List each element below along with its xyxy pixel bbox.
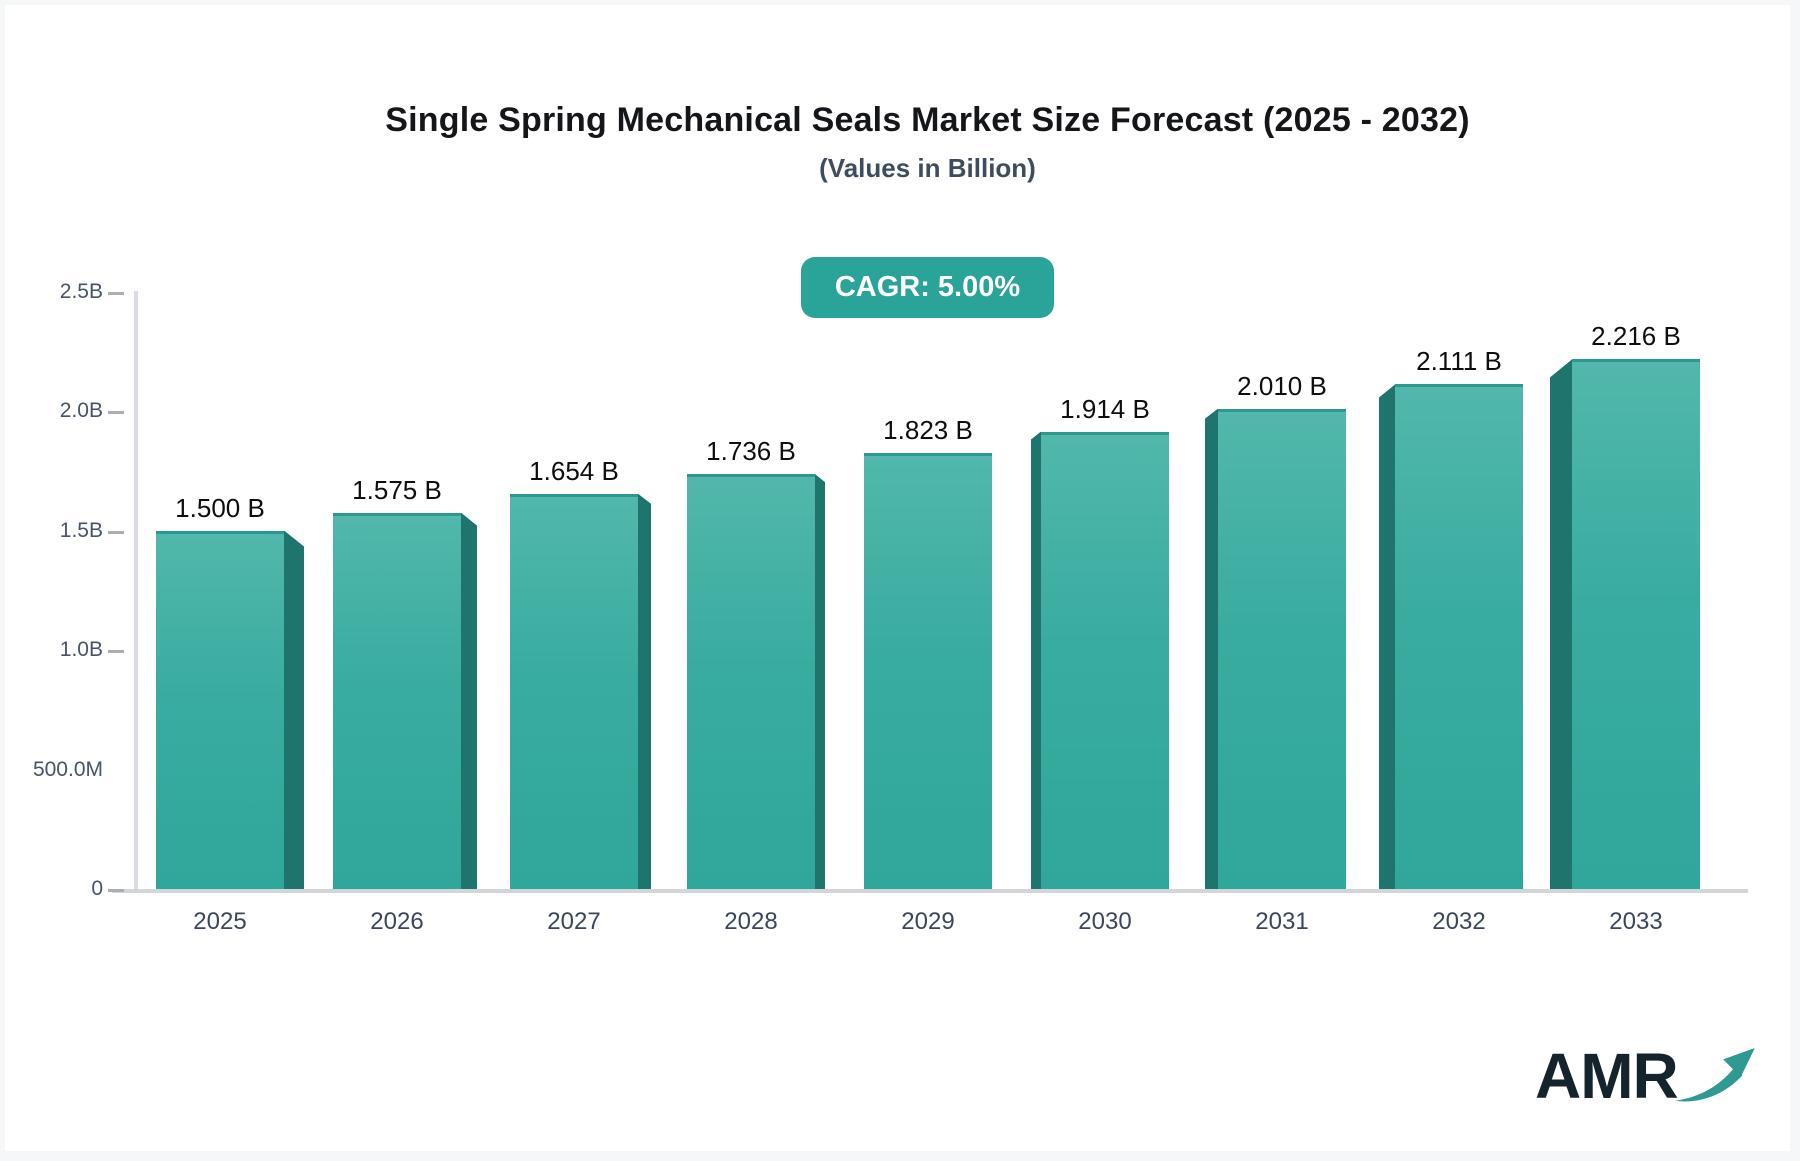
bar-2031-3d-side[interactable] xyxy=(1205,408,1218,889)
y-tick-label-2.5B: 2.5B xyxy=(59,279,103,303)
y-tick-dash xyxy=(108,889,124,892)
cagr-badge-wrap: CAGR: 5.00% xyxy=(65,257,1790,318)
bar-2027[interactable] xyxy=(510,493,638,889)
x-tick-label-2028: 2028 xyxy=(724,908,778,935)
bar-2033-3d-side[interactable] xyxy=(1550,359,1572,889)
bar-value-label-2031: 2.010 B xyxy=(1237,370,1327,401)
bar-value-label-2029: 1.823 B xyxy=(883,415,973,446)
amr-logo-text: AMR xyxy=(1535,1040,1679,1112)
y-tick-dash xyxy=(108,650,124,653)
bar-value-label-2025: 1.500 B xyxy=(175,492,265,523)
bar-2032[interactable] xyxy=(1395,384,1523,889)
y-axis-line xyxy=(134,291,138,890)
y-tick-label-2.0B: 2.0B xyxy=(59,399,103,422)
bar-2025[interactable] xyxy=(156,530,284,889)
bar-value-label-2026: 1.575 B xyxy=(352,474,442,505)
bar-2028[interactable] xyxy=(687,474,815,889)
y-tick-dash xyxy=(108,291,124,295)
bar-2030[interactable] xyxy=(1041,431,1169,889)
bar-value-label-2028: 1.736 B xyxy=(706,436,796,467)
x-tick-label-2027: 2027 xyxy=(547,908,601,935)
bar-value-label-2027: 1.654 B xyxy=(529,455,619,486)
amr-logo-arrow-icon xyxy=(1674,1047,1755,1102)
cagr-badge: CAGR: 5.00% xyxy=(800,257,1055,318)
y-tick-dash xyxy=(108,530,124,534)
y-tick-label-1.0B: 1.0B xyxy=(59,638,103,661)
bar-value-label-2030: 1.914 B xyxy=(1060,393,1150,424)
bar-2026[interactable] xyxy=(333,512,461,889)
bar-value-label-2033: 2.216 B xyxy=(1591,321,1681,352)
bar-2029[interactable] xyxy=(864,453,992,889)
x-tick-label-2030: 2030 xyxy=(1078,908,1132,935)
bar-2033[interactable] xyxy=(1572,359,1700,889)
x-tick-label-2026: 2026 xyxy=(370,908,424,935)
amr-logo: AMR xyxy=(1535,1039,1765,1119)
chart-subtitle: (Values in Billion) xyxy=(819,153,1036,183)
bar-chart-plot-area: 2.5B 2.0B 1.5B 1.0B 500.0M 0 1.500 B 2025 1.575 … xyxy=(5,5,1800,1161)
bar-2028-3d-side[interactable] xyxy=(815,474,825,889)
bar-value-label-2032: 2.111 B xyxy=(1416,346,1502,377)
bar-2031[interactable] xyxy=(1218,408,1346,889)
x-tick-label-2031: 2031 xyxy=(1255,908,1309,935)
y-tick-label-1.5B: 1.5B xyxy=(59,518,103,542)
y-tick-label-0: 0 xyxy=(91,877,103,900)
x-tick-label-2032: 2032 xyxy=(1432,908,1486,935)
chart-card: Single Spring Mechanical Seals Market Si… xyxy=(5,5,1790,1151)
bar-2027-3d-side[interactable] xyxy=(638,493,651,889)
bar-2026-3d-side[interactable] xyxy=(461,512,477,889)
x-axis-line xyxy=(112,889,1748,893)
x-tick-label-2025: 2025 xyxy=(193,908,247,935)
bar-2032-3d-side[interactable] xyxy=(1379,384,1395,889)
y-tick-label-500.0M: 500.0M xyxy=(32,757,103,781)
bar-2025-3d-side[interactable] xyxy=(284,530,304,889)
bar-2030-3d-side[interactable] xyxy=(1031,431,1041,889)
chart-title: Single Spring Mechanical Seals Market Si… xyxy=(385,101,1470,139)
y-tick-dash xyxy=(108,411,124,414)
x-tick-label-2033: 2033 xyxy=(1609,908,1663,935)
x-tick-label-2029: 2029 xyxy=(901,908,955,935)
